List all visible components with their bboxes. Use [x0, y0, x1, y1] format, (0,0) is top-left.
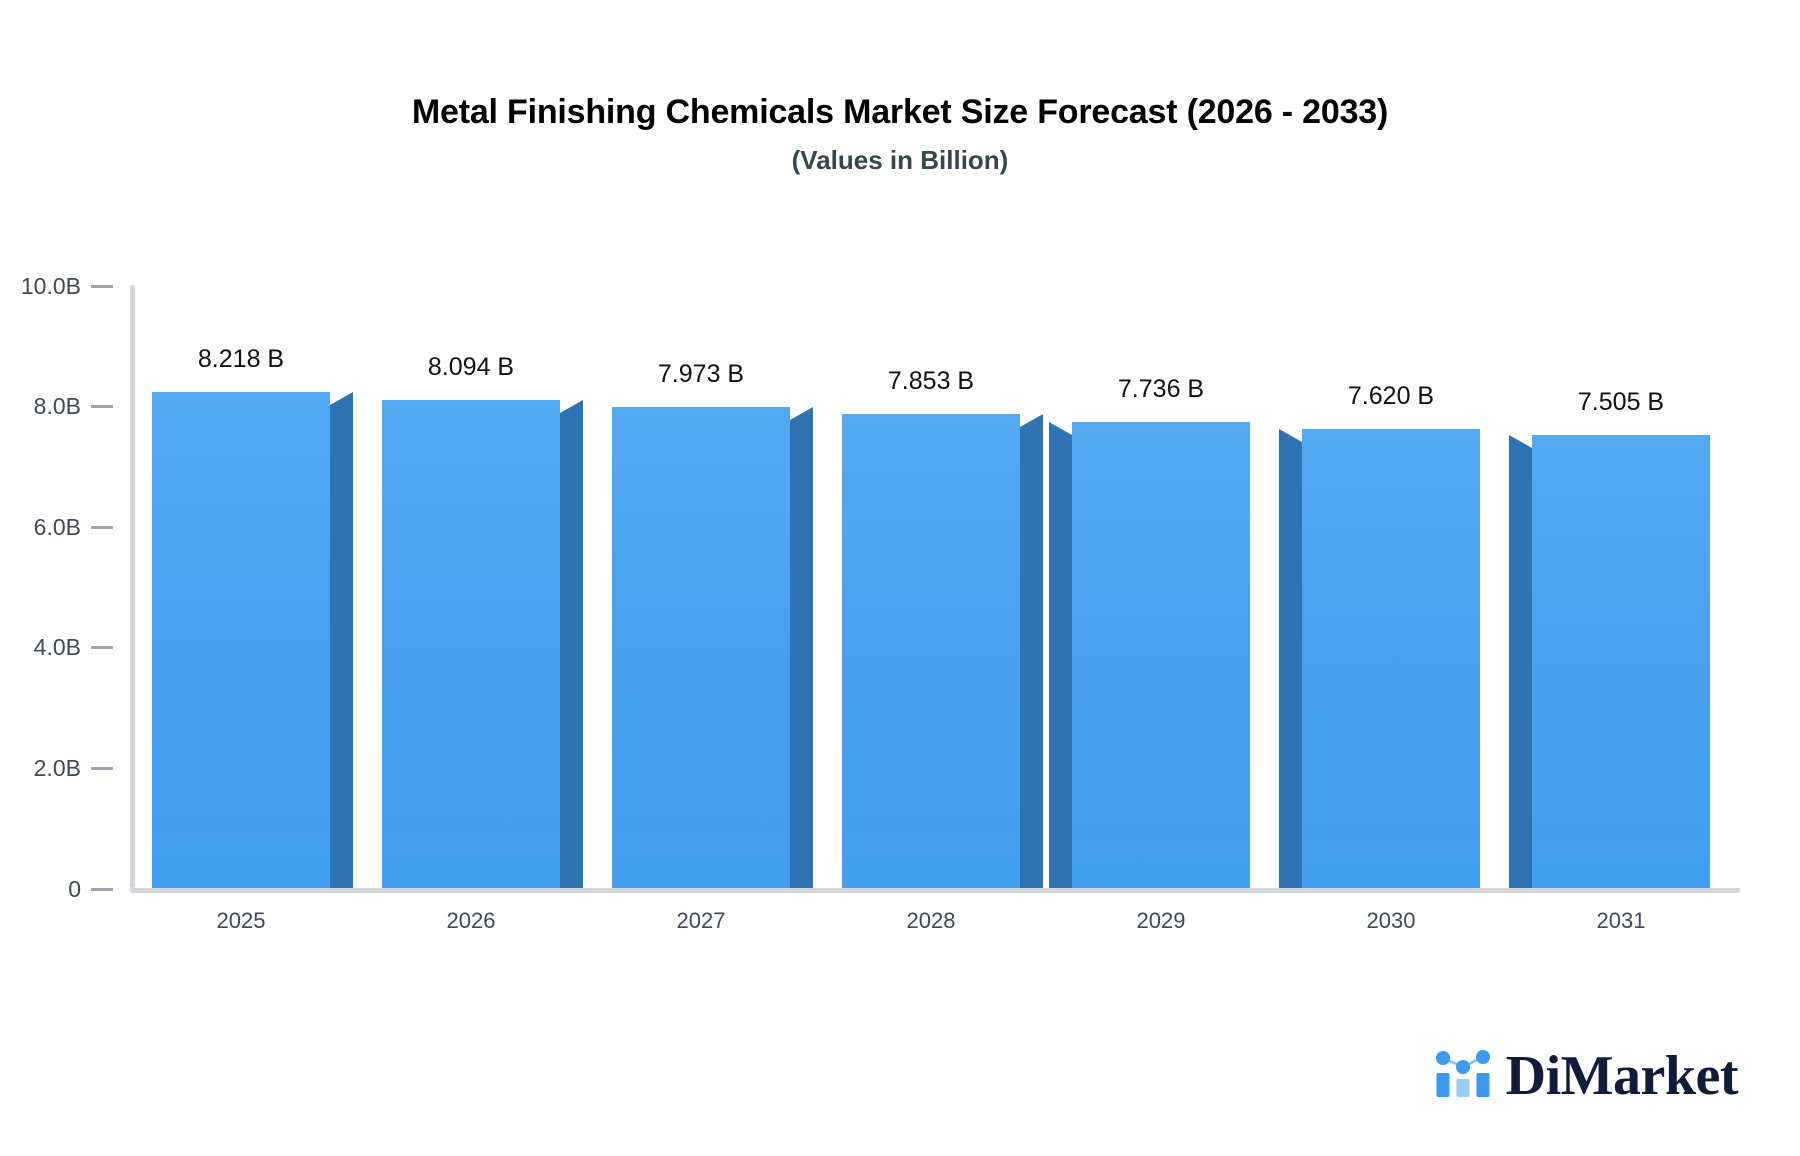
y-axis-tick: 4.0B	[0, 636, 130, 659]
bar-top-bevel	[560, 399, 583, 413]
x-axis-label-2031: 2031	[1596, 908, 1646, 933]
bar-side-face	[330, 405, 353, 888]
bar-2030[interactable]: 7.620 B	[1279, 383, 1480, 888]
x-axis-label-2030: 2030	[1366, 908, 1416, 933]
y-axis-tick-mark	[91, 646, 113, 650]
bar-chart-plot-area: 10.0B 8.0B 6.0B 4.0B 2.0B 0 8.218 B 8.094 B 7.9…	[21, 274, 1740, 932]
y-axis-tick-label: 2.0B	[33, 754, 81, 781]
bar-side-face	[790, 420, 813, 888]
bar-front-face	[612, 407, 790, 888]
y-axis-tick-label: 0	[68, 875, 81, 902]
bar-side-face	[1020, 427, 1043, 888]
y-axis-line	[130, 285, 135, 888]
bar-2026[interactable]: 8.094 B	[382, 354, 583, 888]
dimarket-logo: DiMarket	[1434, 1044, 1739, 1107]
bar-2028[interactable]: 7.853 B	[842, 369, 1043, 888]
bar-side-face	[1279, 441, 1302, 888]
y-axis-tick: 2.0B	[0, 756, 130, 779]
bar-side-face	[1509, 448, 1532, 888]
bar-value-label: 7.853 B	[887, 367, 975, 396]
bar-front-face	[842, 414, 1020, 888]
x-axis-line	[130, 888, 1740, 893]
bar-side-face	[560, 412, 583, 888]
x-axis-label-2028: 2028	[906, 908, 956, 933]
bar-side-face	[1049, 434, 1072, 888]
bar-2029[interactable]: 7.736 B	[1049, 376, 1250, 888]
bar-front-face	[152, 392, 330, 888]
y-axis-tick-mark	[91, 525, 113, 529]
bar-front-face	[1532, 435, 1710, 888]
bar-front-face	[1072, 421, 1250, 888]
bar-value-label: 7.736 B	[1117, 374, 1205, 403]
bar-top-bevel	[1020, 414, 1043, 428]
y-axis-tick-label: 6.0B	[33, 513, 81, 540]
bar-top-bevel	[330, 392, 353, 406]
bar-chart-dots-icon	[1434, 1047, 1492, 1104]
logo-text: DiMarket	[1505, 1044, 1739, 1107]
chart-title: Metal Finishing Chemicals Market Size Fo…	[411, 93, 1389, 131]
bar-2031[interactable]: 7.505 B	[1509, 390, 1710, 888]
y-axis-tick-label: 4.0B	[33, 634, 81, 661]
y-axis-tick: 6.0B	[0, 515, 130, 538]
x-axis-label-2027: 2027	[676, 908, 726, 933]
bar-top-bevel	[1049, 421, 1072, 435]
y-axis-tick-mark	[91, 887, 113, 891]
bar-2027[interactable]: 7.973 B	[612, 362, 813, 888]
x-axis-label-2025: 2025	[216, 908, 266, 933]
y-axis-tick: 10.0B	[0, 274, 130, 297]
bar-2025[interactable]: 8.218 B	[152, 347, 353, 888]
y-axis-tick-mark	[91, 405, 113, 409]
bar-top-bevel	[1509, 435, 1532, 449]
y-axis-tick-label: 8.0B	[33, 393, 81, 420]
y-axis-tick: 8.0B	[0, 395, 130, 418]
x-axis-label-2026: 2026	[446, 908, 496, 933]
bar-value-label: 8.218 B	[197, 345, 285, 374]
y-axis-tick: 0	[0, 877, 130, 900]
y-axis-tick-mark	[91, 766, 113, 770]
bar-top-bevel	[1279, 428, 1302, 442]
bar-top-bevel	[790, 407, 813, 421]
bar-front-face	[382, 399, 560, 888]
chart-subtitle: (Values in Billion)	[791, 144, 1009, 175]
x-axis-label-2029: 2029	[1136, 908, 1186, 933]
y-axis-tick-mark	[91, 284, 113, 288]
bar-value-label: 7.620 B	[1347, 381, 1435, 410]
y-axis-tick-label: 10.0B	[20, 272, 81, 299]
bar-front-face	[1302, 428, 1480, 888]
bar-value-label: 7.505 B	[1577, 388, 1665, 417]
bar-value-label: 8.094 B	[427, 352, 515, 381]
bar-value-label: 7.973 B	[657, 360, 745, 389]
chart-header: Metal Finishing Chemicals Market Size Fo…	[0, 92, 1800, 176]
